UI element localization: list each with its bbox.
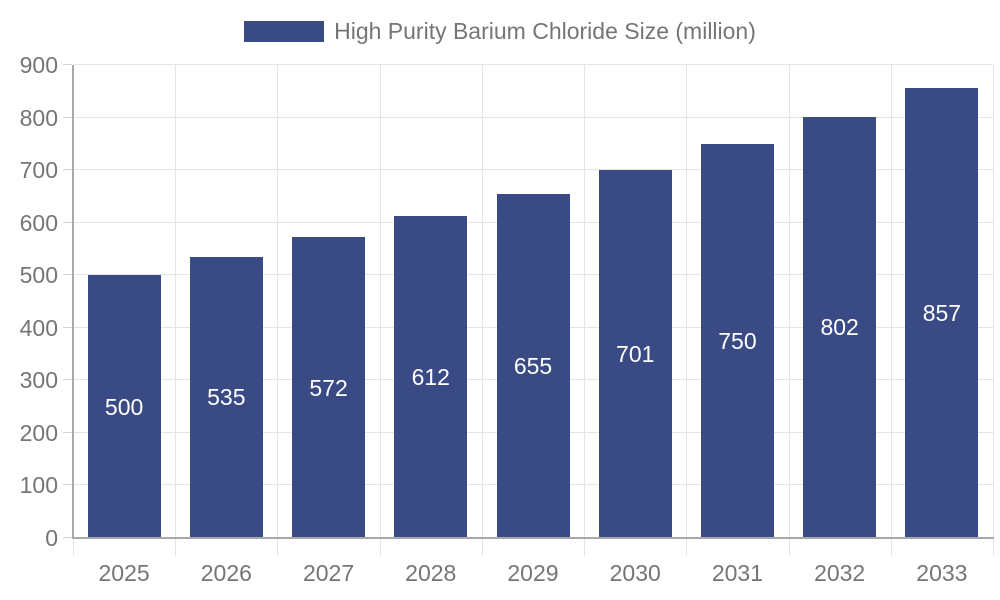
bar[interactable]: 572 (292, 237, 366, 538)
bar[interactable]: 750 (700, 143, 774, 538)
x-tick-label: 2032 (814, 560, 866, 586)
bar[interactable]: 802 (803, 116, 877, 538)
bar-value-label: 535 (207, 384, 246, 411)
gridline-vertical (686, 65, 688, 556)
gridline-horizontal (73, 169, 993, 171)
x-tick-label: 2033 (916, 560, 968, 586)
x-tick-label: 2027 (302, 560, 355, 586)
plot-area: 0 100 200 300 400 500 600 700 800 900 500 2025 535 2… (20, 53, 994, 586)
plot-right-border (993, 65, 994, 556)
y-tick-label: 0 (45, 525, 58, 551)
y-tick-label: 400 (19, 314, 58, 341)
y-axis-tick-mark (63, 537, 72, 538)
gridline-horizontal (73, 64, 993, 65)
bar-value-label: 802 (820, 314, 859, 341)
gridline-vertical (175, 65, 177, 556)
y-tick-label: 600 (19, 209, 58, 236)
y-axis-tick-mark (63, 64, 72, 65)
bar[interactable]: 701 (598, 169, 672, 538)
y-tick-label: 200 (19, 419, 58, 446)
y-axis-tick-mark (63, 326, 72, 328)
gridline-vertical (277, 65, 279, 556)
y-tick-label: 300 (19, 367, 58, 394)
bar-value-label: 612 (411, 364, 450, 391)
x-tick-label: 2030 (609, 560, 661, 586)
x-tick-label: 2025 (98, 560, 150, 586)
x-axis-line (72, 537, 994, 539)
bar[interactable]: 857 (905, 87, 979, 538)
gridline-vertical (584, 65, 586, 556)
legend-swatch-icon (244, 21, 325, 42)
y-tick-label: 100 (19, 472, 58, 499)
y-axis-tick-mark (63, 379, 72, 381)
bar[interactable]: 500 (87, 275, 161, 538)
y-tick-label: 800 (19, 104, 58, 131)
y-axis-tick-mark (63, 274, 72, 276)
x-tick-label: 2029 (507, 560, 559, 586)
gridline-vertical (481, 65, 483, 556)
bar-value-label: 572 (309, 374, 348, 401)
bar-value-label: 857 (922, 299, 962, 326)
y-axis-labels: 0 100 200 300 400 500 600 700 800 900 (0, 53, 58, 550)
gridline-horizontal (73, 116, 993, 118)
y-axis-tick-mark (63, 169, 72, 171)
bar[interactable]: 612 (394, 216, 468, 538)
gridline-vertical (379, 65, 381, 556)
y-tick-label: 900 (19, 52, 58, 78)
y-axis-tick-mark (63, 116, 72, 118)
gridline-vertical (788, 65, 790, 556)
legend: High Purity Barium Chloride Size (millio… (0, 20, 1000, 43)
bar-value-label: 500 (104, 393, 144, 420)
y-axis-tick-mark (63, 484, 72, 486)
y-axis-line (72, 65, 74, 538)
legend-item[interactable]: High Purity Barium Chloride Size (millio… (244, 20, 756, 43)
gridline-vertical (890, 65, 892, 556)
x-tick-label: 2031 (711, 560, 764, 586)
x-tick-label: 2026 (200, 560, 252, 586)
bar-value-label: 750 (718, 327, 757, 354)
y-tick-label: 500 (19, 262, 58, 289)
legend-label: High Purity Barium Chloride Size (millio… (334, 18, 756, 44)
y-axis-tick-mark (63, 221, 72, 223)
bar-value-label: 701 (616, 340, 655, 367)
y-axis-tick-mark (63, 431, 72, 433)
x-tick-label: 2028 (405, 560, 457, 586)
bar[interactable]: 535 (189, 256, 263, 538)
bar-value-label: 655 (513, 352, 553, 379)
y-tick-label: 700 (19, 157, 58, 184)
bar[interactable]: 655 (496, 193, 570, 538)
